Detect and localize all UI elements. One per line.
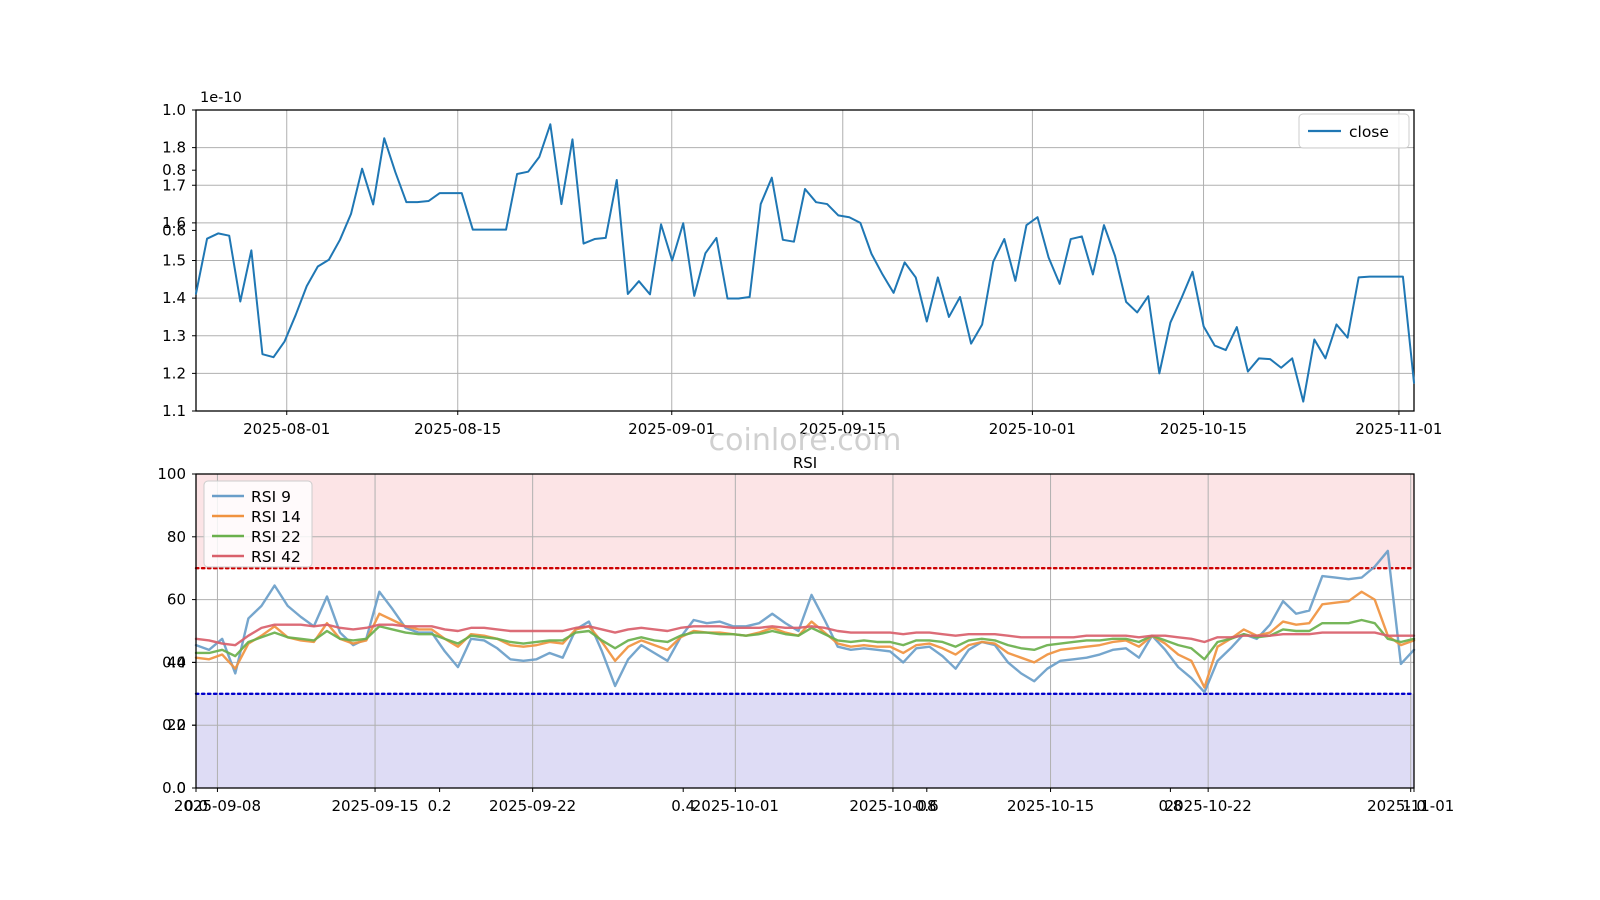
rsi-line-rsi-9 bbox=[194, 549, 1416, 694]
price-offset-label: 1e-10 bbox=[200, 90, 242, 106]
price-x-tick-label: 2025-10-01 bbox=[989, 420, 1076, 438]
rsi-axes-frame bbox=[195, 473, 1415, 789]
rsi-legend-box bbox=[203, 480, 313, 568]
rsi-x-tick-label: 2025-10-08 bbox=[849, 797, 936, 815]
price-y-overlap-tick-label: 0.8 bbox=[162, 161, 186, 179]
price-x-tick-label: 2025-09-01 bbox=[628, 420, 715, 438]
price-x-tick-label: 2025-08-15 bbox=[414, 420, 501, 438]
rsi-y-tick-label: 60 bbox=[167, 591, 186, 609]
rsi-x-tick-label: 2025-10-01 bbox=[692, 797, 779, 815]
rsi-overbought-band bbox=[196, 474, 1414, 569]
price-legend-box bbox=[1298, 113, 1410, 149]
price-x-tick-label: 2025-11-01 bbox=[1355, 420, 1442, 438]
rsi-legend-label-rsi-22: RSI 22 bbox=[251, 528, 301, 546]
rsi-y-tick-label: 0 bbox=[176, 779, 186, 797]
rsi-legend-label-rsi-14: RSI 14 bbox=[251, 508, 301, 526]
price-y-tick-label: 1.7 bbox=[162, 176, 186, 194]
price-y-tick-label: 1.6 bbox=[162, 214, 186, 232]
price-legend-label-close: close bbox=[1349, 123, 1389, 141]
rsi-line-rsi-14 bbox=[194, 590, 1416, 689]
rsi-y-overlap-tick-label: 0.2 bbox=[162, 716, 186, 734]
rsi-x-overlap-tick-label: 0.8 bbox=[1158, 797, 1182, 815]
price-y-tick-label: 1.1 bbox=[162, 402, 186, 420]
rsi-x-overlap-tick-label: 0.4 bbox=[671, 797, 695, 815]
price-y-tick-label: 1.5 bbox=[162, 252, 186, 270]
price-y-overlap-tick-label: 1.0 bbox=[162, 101, 186, 119]
rsi-x-overlap-tick-label: 0.2 bbox=[428, 797, 452, 815]
close-price-line bbox=[195, 123, 1415, 403]
rsi-x-tick-label: 2025-09-15 bbox=[331, 797, 418, 815]
rsi-x-tick-label: 2025-09-08 bbox=[174, 797, 261, 815]
rsi-y-tick-label: 20 bbox=[167, 716, 186, 734]
rsi-y-overlap-tick-label: 0.4 bbox=[162, 653, 186, 671]
rsi-x-tick-label: 2025-10-15 bbox=[1007, 797, 1094, 815]
rsi-x-overlap-tick-label: 0.6 bbox=[915, 797, 939, 815]
coinlore-watermark: coinlore.com bbox=[709, 423, 902, 458]
rsi-legend-label-rsi-9: RSI 9 bbox=[251, 488, 291, 506]
price-y-tick-label: 1.2 bbox=[162, 364, 186, 382]
price-y-tick-label: 1.3 bbox=[162, 327, 186, 345]
price-x-tick-label: 2025-10-15 bbox=[1160, 420, 1247, 438]
rsi-line-rsi-22 bbox=[194, 618, 1416, 661]
price-y-overlap-tick-label: 0.6 bbox=[162, 221, 186, 239]
rsi-oversold-band bbox=[196, 693, 1414, 788]
price-x-tick-label: 2025-09-15 bbox=[799, 420, 886, 438]
rsi-y-tick-label: 80 bbox=[167, 528, 186, 546]
rsi-x-overlap-tick-label: 0.0 bbox=[184, 797, 208, 815]
rsi-panel-title: RSI bbox=[793, 454, 817, 472]
rsi-y-tick-label: 100 bbox=[157, 465, 186, 483]
rsi-line-rsi-42 bbox=[194, 623, 1416, 647]
price-y-tick-label: 1.8 bbox=[162, 139, 186, 157]
price-axes-frame bbox=[195, 109, 1415, 412]
price-x-tick-label: 2025-08-01 bbox=[243, 420, 330, 438]
rsi-x-tick-label: 2025-11-01 bbox=[1367, 797, 1454, 815]
price-y-tick-label: 1.4 bbox=[162, 289, 186, 307]
rsi-x-tick-label: 2025-10-22 bbox=[1165, 797, 1252, 815]
rsi-x-overlap-tick-label: 1.0 bbox=[1402, 797, 1426, 815]
rsi-legend-label-rsi-42: RSI 42 bbox=[251, 548, 301, 566]
rsi-x-tick-label: 2025-09-22 bbox=[489, 797, 576, 815]
rsi-y-overlap-tick-label: 0.0 bbox=[162, 779, 186, 797]
rsi-y-tick-label: 40 bbox=[167, 653, 186, 671]
